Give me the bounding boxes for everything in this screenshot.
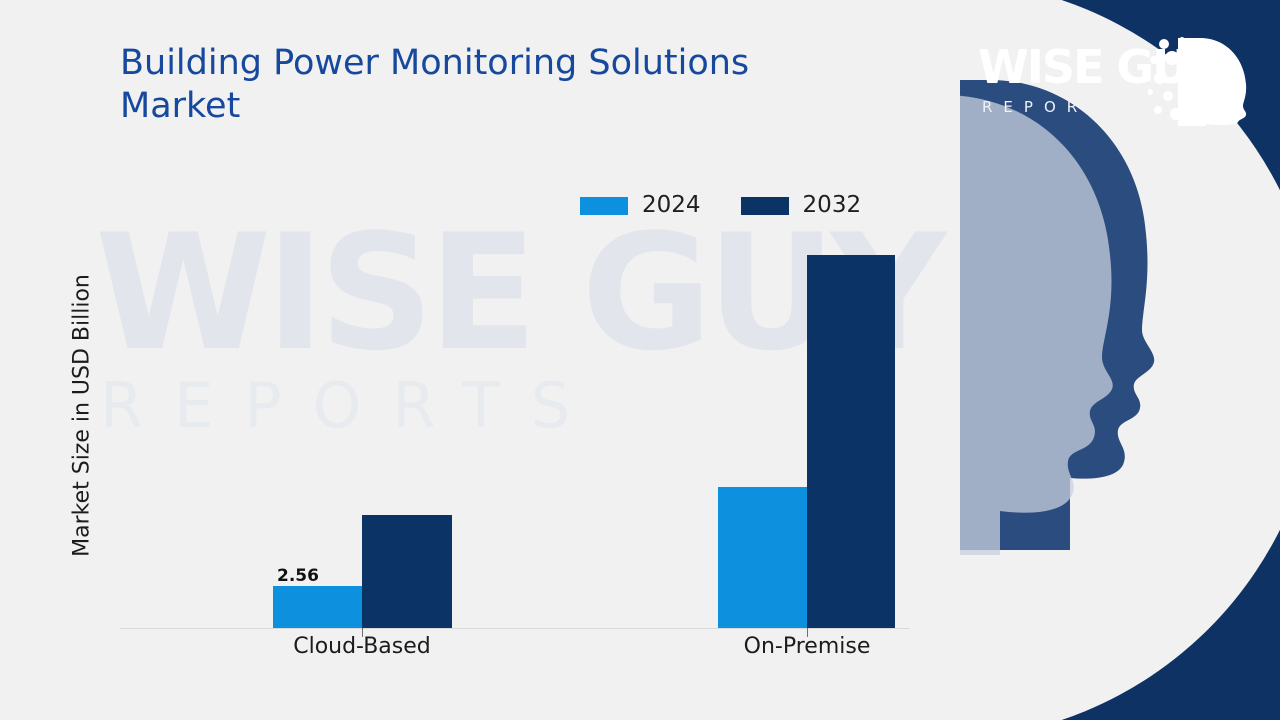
bar-2024-on-premise[interactable] (718, 487, 807, 628)
legend-label-2032: 2032 (802, 192, 862, 218)
y-axis-title: Market Size in USD Billion (69, 274, 95, 557)
bar-2032-on-premise[interactable] (807, 255, 895, 628)
x-axis-label-cloud-based: Cloud-Based (293, 634, 431, 659)
bar-2024-cloud-based[interactable] (273, 586, 362, 628)
page-title: Building Power Monitoring Solutions Mark… (120, 43, 750, 126)
legend-item-2024[interactable]: 2024 (580, 194, 701, 217)
logo-head-icon (1148, 37, 1247, 126)
legend-item-2032[interactable]: 2032 (740, 192, 862, 218)
x-axis-baseline (120, 628, 910, 629)
chart-plot-area: Market Size in USD Billion 2.56 Cloud-Ba… (69, 255, 910, 659)
x-axis-label-on-premise: On-Premise (743, 634, 871, 659)
legend-swatch-2024 (580, 196, 628, 215)
bar-value-label-cloud-based-2024: 2.56 (277, 566, 319, 586)
x-axis-tick-cloud-based (362, 628, 363, 637)
brand-panel: WISE GUY REPORTS (960, 0, 1280, 720)
legend-label-2024: 2024 (642, 192, 701, 218)
chart-legend: 2024 2032 (580, 194, 861, 217)
logo-secondary-text: REPORTS (982, 98, 1128, 116)
x-axis-tick-on-premise (807, 628, 808, 637)
legend-swatch-2032 (740, 196, 789, 215)
head-silhouette-light-icon (960, 95, 1113, 555)
dot-cluster-decoration (960, 105, 1070, 525)
bar-2032-cloud-based[interactable] (362, 515, 452, 628)
brand-logo: WISE GUY REPORTS (968, 32, 1258, 128)
